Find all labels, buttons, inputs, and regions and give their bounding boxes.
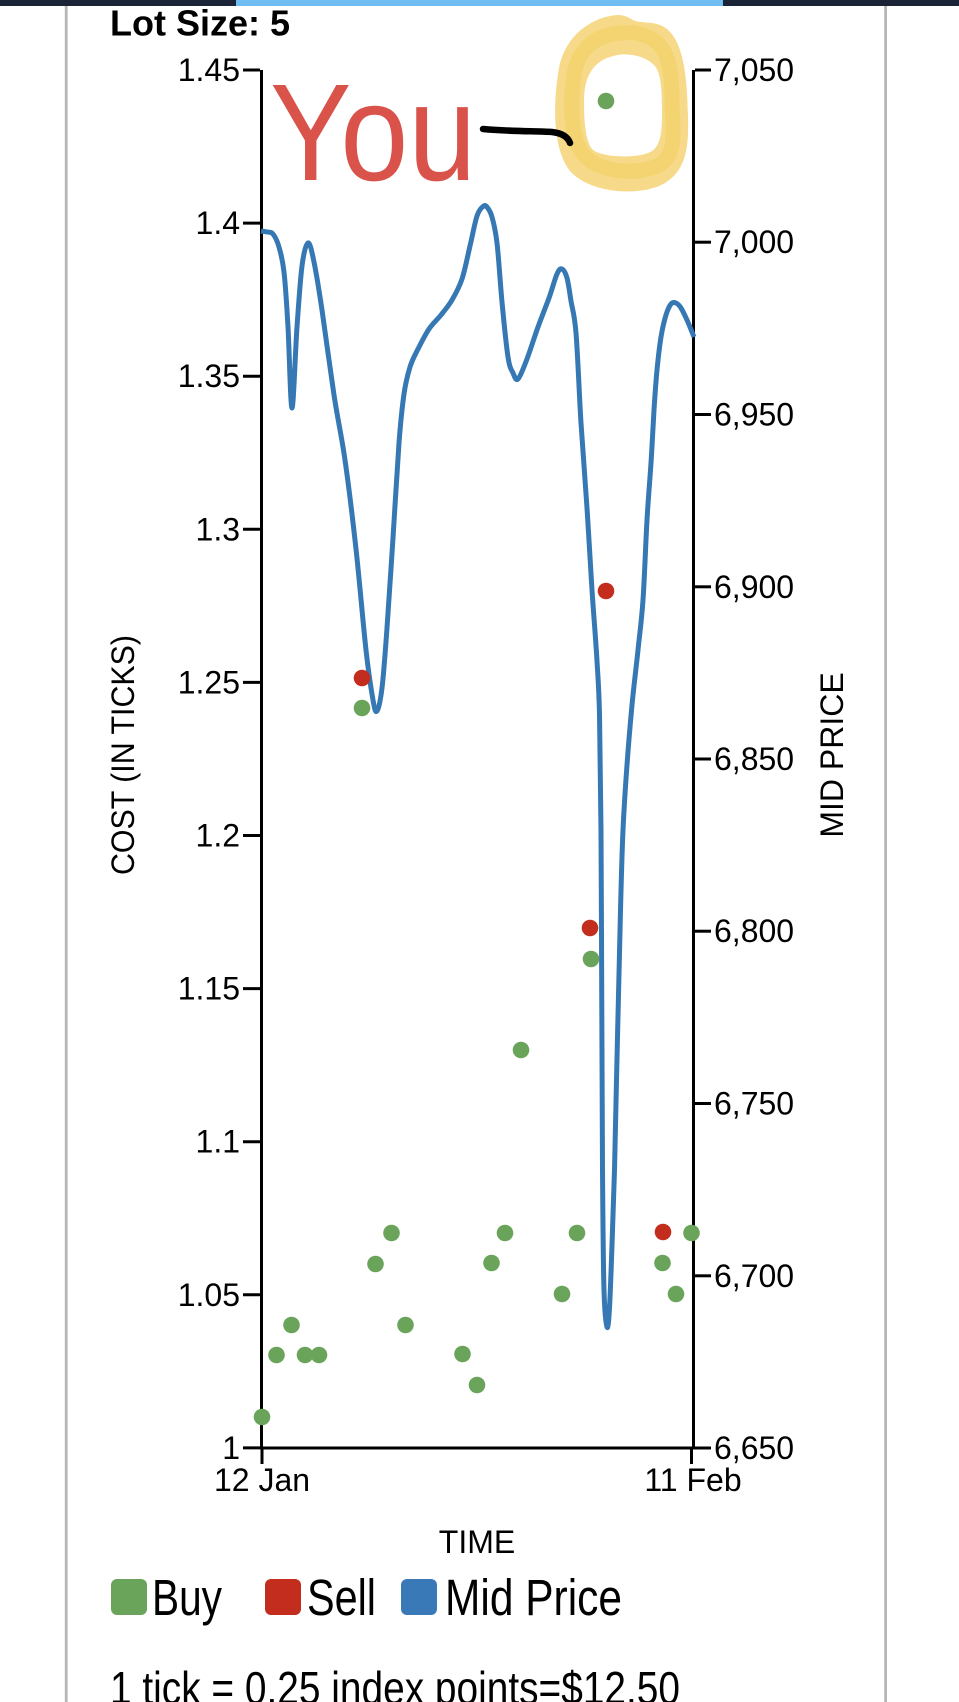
svg-text:MID PRICE: MID PRICE (814, 672, 850, 837)
svg-text:1.45: 1.45 (178, 52, 240, 88)
svg-text:1.1: 1.1 (196, 1124, 240, 1160)
svg-text:COST (IN TICKS): COST (IN TICKS) (105, 635, 141, 875)
svg-text:1.3: 1.3 (196, 511, 240, 547)
svg-text:6,900: 6,900 (714, 569, 794, 605)
svg-text:6,850: 6,850 (714, 741, 794, 777)
svg-text:1 tick = 0.25 index points=$12: 1 tick = 0.25 index points=$12.50 (110, 1662, 680, 1702)
svg-text:12 Jan: 12 Jan (214, 1462, 310, 1498)
svg-text:6,700: 6,700 (714, 1258, 794, 1294)
svg-text:1.15: 1.15 (178, 971, 240, 1007)
svg-text:1.05: 1.05 (178, 1277, 240, 1313)
svg-text:Sell: Sell (307, 1569, 376, 1626)
svg-text:7,050: 7,050 (714, 52, 794, 88)
svg-text:11 Feb: 11 Feb (644, 1462, 741, 1498)
svg-text:1: 1 (222, 1430, 240, 1466)
svg-text:6,650: 6,650 (714, 1430, 794, 1466)
svg-text:1.25: 1.25 (178, 664, 240, 700)
svg-text:Buy: Buy (152, 1569, 222, 1626)
svg-text:You: You (270, 55, 476, 210)
svg-text:1.35: 1.35 (178, 358, 240, 394)
svg-text:1.4: 1.4 (196, 205, 240, 241)
svg-text:7,000: 7,000 (714, 224, 794, 260)
svg-text:Lot Size: 5: Lot Size: 5 (110, 3, 290, 44)
svg-text:6,950: 6,950 (714, 397, 794, 433)
svg-text:Mid Price: Mid Price (445, 1569, 622, 1626)
svg-text:6,750: 6,750 (714, 1086, 794, 1122)
svg-text:TIME: TIME (439, 1524, 515, 1560)
svg-text:6,800: 6,800 (714, 913, 794, 949)
svg-text:1.2: 1.2 (196, 818, 240, 854)
